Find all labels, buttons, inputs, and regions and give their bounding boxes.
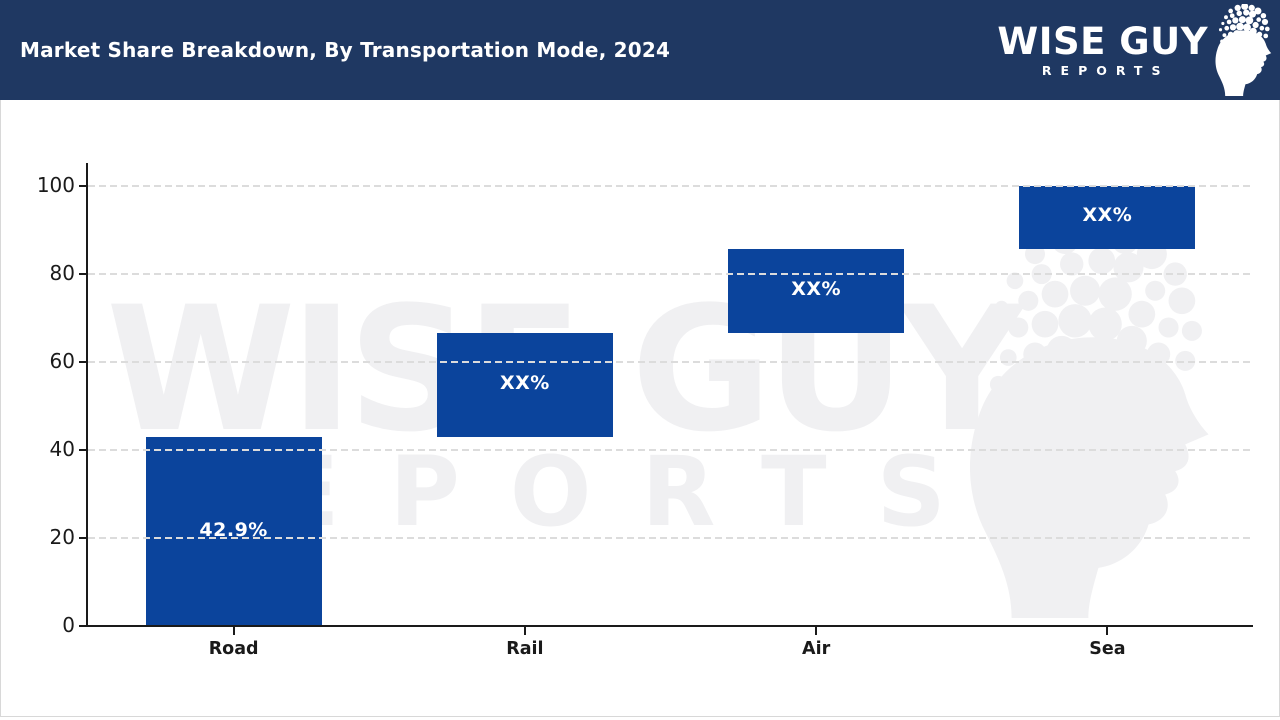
y-tick-mark [79, 361, 87, 363]
bar-value-label: XX% [791, 277, 842, 300]
x-tick-mark [523, 627, 526, 635]
x-category-label: Rail [506, 639, 544, 659]
gridline [88, 361, 1253, 363]
bar [145, 437, 322, 626]
bar [1019, 186, 1196, 249]
x-tick-mark [232, 627, 235, 635]
page-title: Market Share Breakdown, By Transportatio… [20, 38, 671, 62]
x-axis-line [86, 625, 1253, 627]
y-tick-mark [79, 273, 87, 275]
gridline [88, 537, 1253, 539]
x-tick-mark [1106, 627, 1109, 635]
y-axis-line [86, 163, 88, 626]
header-bar: Market Share Breakdown, By Transportatio… [0, 0, 1280, 100]
bar-value-label: XX% [1082, 204, 1133, 227]
y-tick-label: 60 [49, 349, 75, 373]
bar [436, 332, 613, 438]
y-tick-mark [79, 625, 87, 627]
y-tick-label: 40 [49, 437, 75, 461]
y-tick-label: 80 [49, 261, 75, 285]
y-tick-label: 0 [62, 613, 75, 637]
logo-subtitle: REPORTS [1041, 62, 1170, 78]
x-tick-mark [815, 627, 818, 635]
logo-wordmark: WISE GUY [997, 19, 1208, 63]
bar-value-label: 42.9% [199, 518, 268, 541]
x-category-label: Air [802, 639, 831, 659]
x-category-label: Sea [1089, 639, 1126, 659]
y-tick-mark [79, 537, 87, 539]
gridline [88, 449, 1253, 451]
gridline [88, 273, 1253, 275]
bar [728, 248, 905, 333]
wise-guy-reports-logo: WISE GUY REPORTS [997, 4, 1280, 96]
y-tick-mark [79, 185, 87, 187]
bar-value-label: XX% [499, 371, 550, 394]
y-tick-mark [79, 449, 87, 451]
logo-text: WISE GUY REPORTS [997, 23, 1208, 78]
gridline [88, 185, 1253, 187]
watermark-face-icon [969, 224, 1209, 618]
x-category-label: Road [208, 639, 259, 659]
y-tick-label: 100 [36, 173, 75, 197]
y-tick-label: 20 [49, 525, 75, 549]
